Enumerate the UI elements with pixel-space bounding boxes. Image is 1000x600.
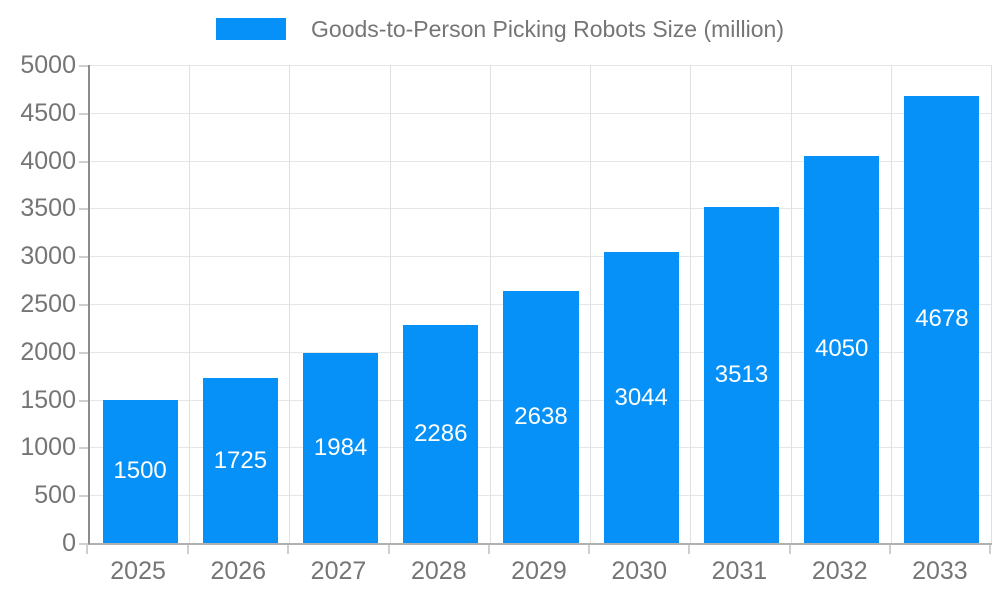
x-axis-tick: [788, 545, 791, 554]
x-axis-tick-label: 2025: [110, 557, 166, 585]
vertical-gridline: [690, 65, 692, 543]
bar-2027[interactable]: 1984: [303, 353, 379, 543]
bar-2025[interactable]: 1500: [102, 399, 178, 543]
bar-value-label: 2286: [414, 419, 468, 447]
bar-2026[interactable]: 1725: [202, 378, 278, 543]
bar-2032[interactable]: 4050: [804, 155, 880, 543]
y-axis-tick-label: 5000: [20, 51, 76, 79]
legend[interactable]: Goods-to-Person Picking Robots Size (mil…: [0, 13, 1000, 45]
y-axis-tick: [79, 208, 88, 211]
horizontal-gridline: [90, 208, 992, 210]
y-axis-tick-label: 4000: [20, 146, 76, 175]
x-axis-tick: [688, 545, 691, 554]
x-axis-tick-label: 2026: [210, 557, 267, 585]
horizontal-gridline: [90, 160, 992, 162]
y-axis-tick: [79, 112, 88, 115]
y-axis-tick-label: 3000: [20, 242, 76, 271]
bar-2029[interactable]: 2638: [503, 290, 579, 543]
y-axis-tick: [79, 160, 88, 163]
y-axis-tick-label: 1500: [20, 385, 76, 414]
vertical-gridline: [189, 65, 191, 543]
x-axis-tick: [487, 545, 490, 554]
bar-value-label: 4678: [915, 305, 969, 333]
x-axis-tick: [387, 545, 390, 554]
legend-label: Goods-to-Person Picking Robots Size (mil…: [311, 15, 784, 42]
bar-value-label: 2638: [514, 402, 568, 430]
y-axis-tick: [79, 256, 88, 259]
plot-area: 1500 1725 1984 2286 2638 3044 3513 4050 4678: [88, 65, 992, 545]
bar-value-label: 3513: [714, 361, 769, 389]
y-axis-tick: [79, 447, 88, 450]
x-axis-tick-label: 2028: [410, 557, 467, 585]
vertical-gridline: [289, 65, 291, 543]
bar-2033[interactable]: 4678: [904, 95, 980, 543]
y-axis-tick: [79, 495, 88, 498]
y-axis-tick-label: 4500: [20, 98, 76, 127]
x-axis-tick: [287, 545, 290, 554]
vertical-gridline: [890, 65, 892, 543]
vertical-gridline: [590, 65, 592, 543]
bar-value-label: 3044: [614, 383, 668, 411]
bar-2028[interactable]: 2286: [403, 324, 479, 543]
vertical-gridline: [389, 65, 391, 543]
vertical-gridline: [790, 65, 792, 543]
y-axis-tick-label: 1000: [20, 433, 76, 462]
x-axis-tick: [989, 545, 991, 554]
x-axis-tick: [888, 545, 891, 554]
legend-swatch: [216, 18, 287, 40]
bar-value-label: 4050: [814, 335, 869, 363]
y-axis-tick-label: 3500: [20, 194, 76, 223]
vertical-gridline: [489, 65, 491, 543]
y-axis-tick: [79, 351, 88, 354]
x-axis-tick-label: 2027: [310, 557, 367, 585]
y-axis-tick: [79, 543, 88, 545]
y-axis-tick-label: 2000: [20, 337, 76, 366]
x-axis-tick: [588, 545, 591, 554]
y-axis-tick: [79, 65, 88, 67]
x-axis-tick: [86, 545, 88, 554]
y-axis-tick-label: 2500: [20, 290, 76, 318]
vertical-gridline: [991, 65, 992, 543]
x-axis-tick-label: 2032: [811, 557, 868, 585]
y-axis-tick: [79, 399, 88, 402]
y-axis-tick: [79, 304, 88, 306]
x-axis-tick-label: 2033: [912, 557, 968, 585]
bar-2031[interactable]: 3513: [703, 207, 780, 543]
bar-value-label: 1725: [213, 446, 268, 474]
bar-value-label: 1500: [113, 457, 167, 485]
horizontal-gridline: [90, 112, 992, 114]
x-axis-tick: [187, 545, 190, 554]
bar-2030[interactable]: 3044: [603, 252, 679, 543]
y-axis-tick-label: 500: [34, 481, 76, 510]
x-axis-tick-label: 2030: [611, 557, 667, 585]
y-axis-tick-label: 0: [62, 529, 76, 557]
horizontal-gridline: [90, 256, 992, 258]
x-axis-tick-label: 2031: [711, 557, 768, 585]
horizontal-gridline: [90, 65, 992, 66]
bar-value-label: 1984: [313, 434, 368, 462]
x-axis-tick-label: 2029: [511, 557, 567, 585]
